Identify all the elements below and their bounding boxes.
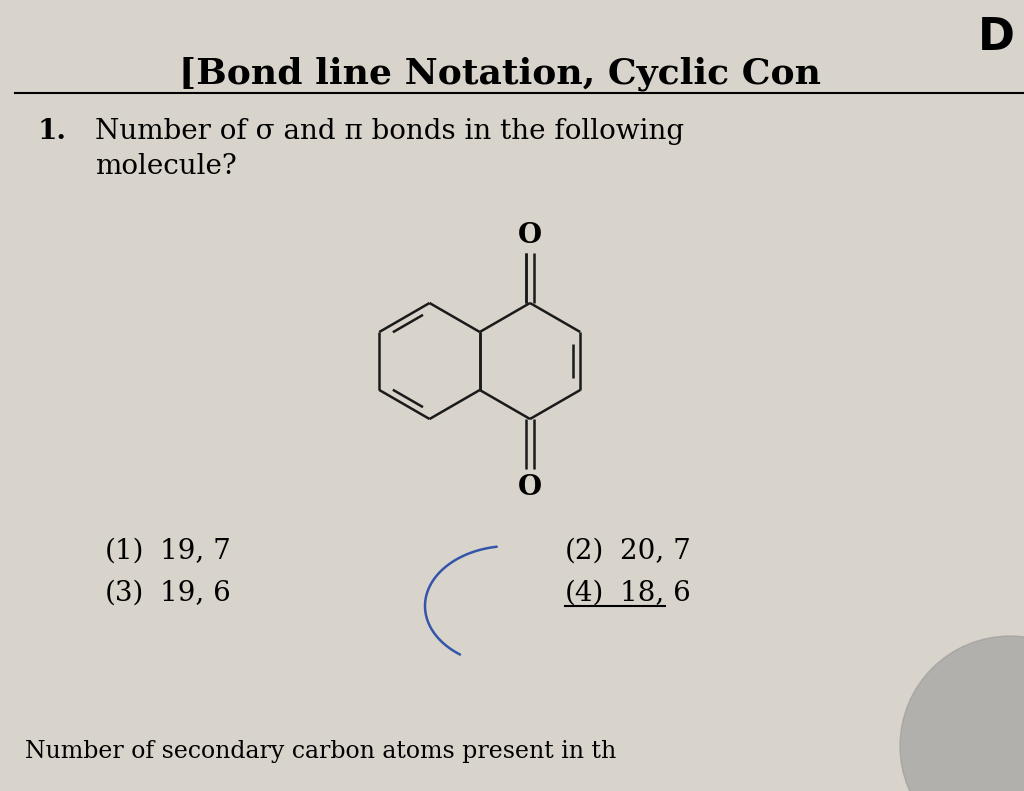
Text: O: O [518, 474, 542, 501]
Text: 18, 6: 18, 6 [620, 580, 691, 607]
Text: 1.: 1. [38, 118, 67, 145]
Text: (2): (2) [565, 538, 604, 565]
Text: [Bond line Notation, Cyclic Con: [Bond line Notation, Cyclic Con [179, 56, 821, 90]
Text: 20, 7: 20, 7 [620, 538, 691, 565]
Text: (1): (1) [105, 538, 144, 565]
Text: Number of σ and π bonds in the following: Number of σ and π bonds in the following [95, 118, 684, 145]
Text: molecule?: molecule? [95, 153, 237, 180]
Text: (4): (4) [565, 580, 604, 607]
Text: 19, 6: 19, 6 [160, 580, 230, 607]
Text: O: O [518, 221, 542, 248]
Text: (3): (3) [105, 580, 144, 607]
Text: 19, 7: 19, 7 [160, 538, 230, 565]
Text: D: D [978, 16, 1015, 59]
Circle shape [900, 636, 1024, 791]
Text: Number of secondary carbon atoms present in th: Number of secondary carbon atoms present… [25, 740, 616, 763]
